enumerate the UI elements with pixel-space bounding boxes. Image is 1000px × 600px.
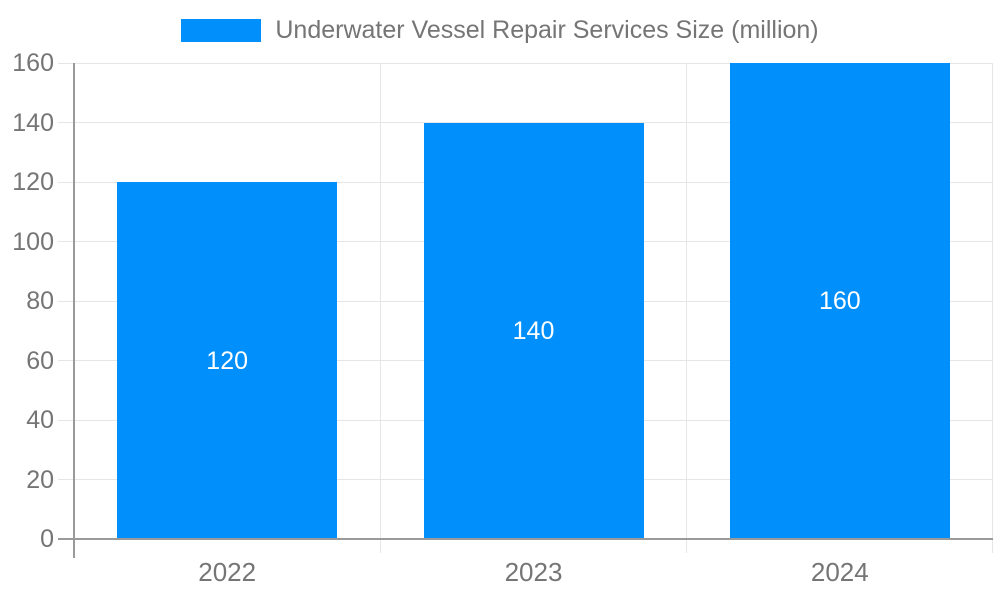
y-gridline xyxy=(58,62,993,64)
y-tick-label: 140 xyxy=(12,108,54,137)
v-gridline xyxy=(379,63,381,553)
bar: 160 xyxy=(729,63,950,539)
y-tick-label: 60 xyxy=(26,346,54,375)
bar-value-label: 120 xyxy=(206,346,249,375)
x-tick-label: 2024 xyxy=(810,557,869,587)
bar-value-label: 160 xyxy=(818,287,861,315)
bar: 120 xyxy=(117,182,338,539)
bar-value-label: 140 xyxy=(512,316,555,345)
plot-right-border xyxy=(992,63,993,553)
x-tick-label: 2023 xyxy=(504,557,563,587)
y-tick-label: 120 xyxy=(12,168,54,196)
legend-label: Underwater Vessel Repair Services Size (… xyxy=(275,15,819,44)
y-tick-label: 20 xyxy=(26,465,54,494)
legend: Underwater Vessel Repair Services Size (… xyxy=(0,15,1000,45)
y-tick-label: 40 xyxy=(26,406,54,434)
x-tick-label: 2022 xyxy=(198,557,257,587)
y-axis-line xyxy=(73,63,75,558)
y-tick-label: 160 xyxy=(12,49,54,77)
legend-swatch xyxy=(181,18,262,42)
bar: 140 xyxy=(423,122,644,539)
y-tick-label: 0 xyxy=(40,525,54,553)
v-gridline xyxy=(686,63,688,553)
y-tick-label: 100 xyxy=(12,227,54,256)
y-tick-label: 80 xyxy=(26,287,54,315)
x-axis-line xyxy=(58,538,993,540)
